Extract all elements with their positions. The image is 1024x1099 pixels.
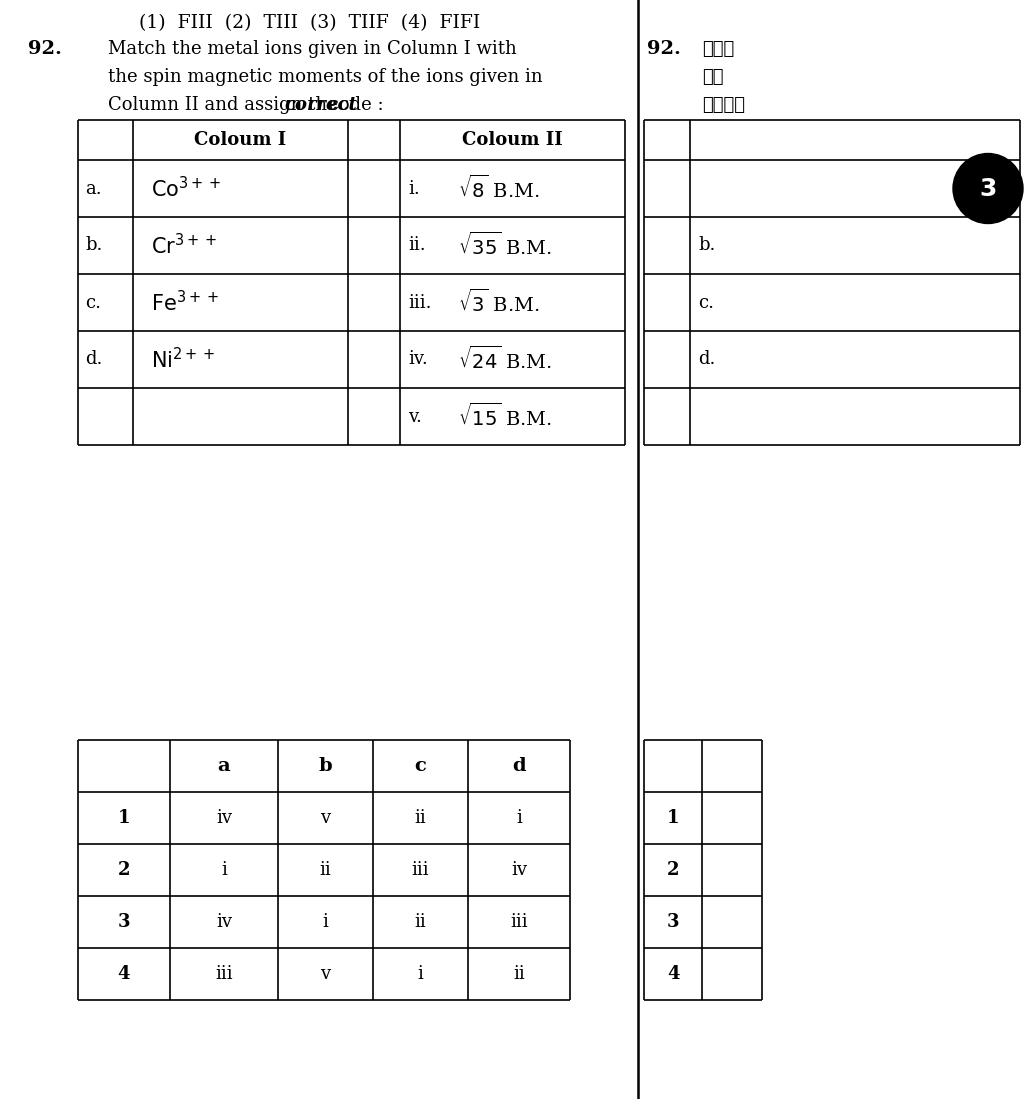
Text: Coloum I: Coloum I	[195, 131, 287, 149]
Text: d.: d.	[85, 351, 102, 368]
Text: $\sqrt{24}$ B.M.: $\sqrt{24}$ B.M.	[458, 346, 552, 374]
Text: ii: ii	[319, 861, 332, 879]
Text: $\sqrt{35}$ B.M.: $\sqrt{35}$ B.M.	[458, 232, 552, 259]
Circle shape	[953, 154, 1023, 223]
Text: b.: b.	[85, 236, 102, 255]
Text: $\mathrm{Fe^{3++}}$: $\mathrm{Fe^{3++}}$	[151, 290, 219, 315]
Text: correct: correct	[285, 96, 357, 114]
Text: Match the metal ions given in Column I with: Match the metal ions given in Column I w…	[108, 40, 517, 58]
Text: $\sqrt{15}$ B.M.: $\sqrt{15}$ B.M.	[458, 403, 552, 430]
Text: $\mathrm{Cr^{3++}}$: $\mathrm{Cr^{3++}}$	[151, 233, 217, 258]
Text: c.: c.	[698, 293, 714, 311]
Text: Column II and assign the: Column II and assign the	[108, 96, 343, 114]
Text: 3: 3	[667, 913, 679, 931]
Text: c.: c.	[85, 293, 101, 311]
Text: i: i	[323, 913, 329, 931]
Text: ii: ii	[415, 809, 426, 828]
Text: d.: d.	[698, 351, 716, 368]
Text: $\mathrm{Ni^{2++}}$: $\mathrm{Ni^{2++}}$	[151, 347, 215, 373]
Text: 92.: 92.	[28, 40, 61, 58]
Text: आय: आय	[702, 68, 724, 86]
Text: संके: संके	[702, 96, 745, 114]
Text: ii: ii	[513, 965, 525, 983]
Text: $\sqrt{8}$ B.M.: $\sqrt{8}$ B.M.	[458, 175, 540, 202]
Text: v: v	[321, 809, 331, 828]
Text: b.: b.	[698, 236, 716, 255]
Text: iv: iv	[511, 861, 527, 879]
Text: 92.: 92.	[647, 40, 681, 58]
Text: i: i	[516, 809, 522, 828]
Text: 1: 1	[118, 809, 130, 828]
Text: i.: i.	[408, 179, 420, 198]
Text: 4: 4	[118, 965, 130, 983]
Text: 2: 2	[667, 861, 679, 879]
Text: iii: iii	[412, 861, 429, 879]
Text: b: b	[318, 757, 333, 775]
Text: 3: 3	[118, 913, 130, 931]
Text: a: a	[218, 757, 230, 775]
Text: iv: iv	[216, 913, 232, 931]
Text: iv.: iv.	[408, 351, 428, 368]
Text: 4: 4	[667, 965, 679, 983]
Text: d: d	[512, 757, 525, 775]
Text: iv: iv	[216, 809, 232, 828]
Text: 2: 2	[118, 861, 130, 879]
Text: (1)  FIII  (2)  TIII  (3)  TIIF  (4)  FIFI: (1) FIII (2) TIII (3) TIIF (4) FIFI	[139, 14, 480, 32]
Text: v: v	[321, 965, 331, 983]
Text: 1: 1	[667, 809, 679, 828]
Text: कॉल: कॉल	[702, 40, 734, 58]
Text: Coloum II: Coloum II	[462, 131, 563, 149]
Text: the spin magnetic moments of the ions given in: the spin magnetic moments of the ions gi…	[108, 68, 543, 86]
Text: 3: 3	[979, 177, 996, 200]
Text: ii.: ii.	[408, 236, 426, 255]
Text: iii: iii	[510, 913, 527, 931]
Text: i: i	[221, 861, 227, 879]
Text: i: i	[418, 965, 424, 983]
Text: $\sqrt{3}$ B.M.: $\sqrt{3}$ B.M.	[458, 289, 540, 317]
Text: c: c	[415, 757, 426, 775]
Text: code :: code :	[323, 96, 383, 114]
Text: iii: iii	[215, 965, 232, 983]
Text: iii.: iii.	[408, 293, 431, 311]
Text: $\mathrm{Co^{3++}}$: $\mathrm{Co^{3++}}$	[151, 176, 221, 201]
Text: a.: a.	[85, 179, 101, 198]
Text: v.: v.	[408, 408, 422, 425]
Text: ii: ii	[415, 913, 426, 931]
